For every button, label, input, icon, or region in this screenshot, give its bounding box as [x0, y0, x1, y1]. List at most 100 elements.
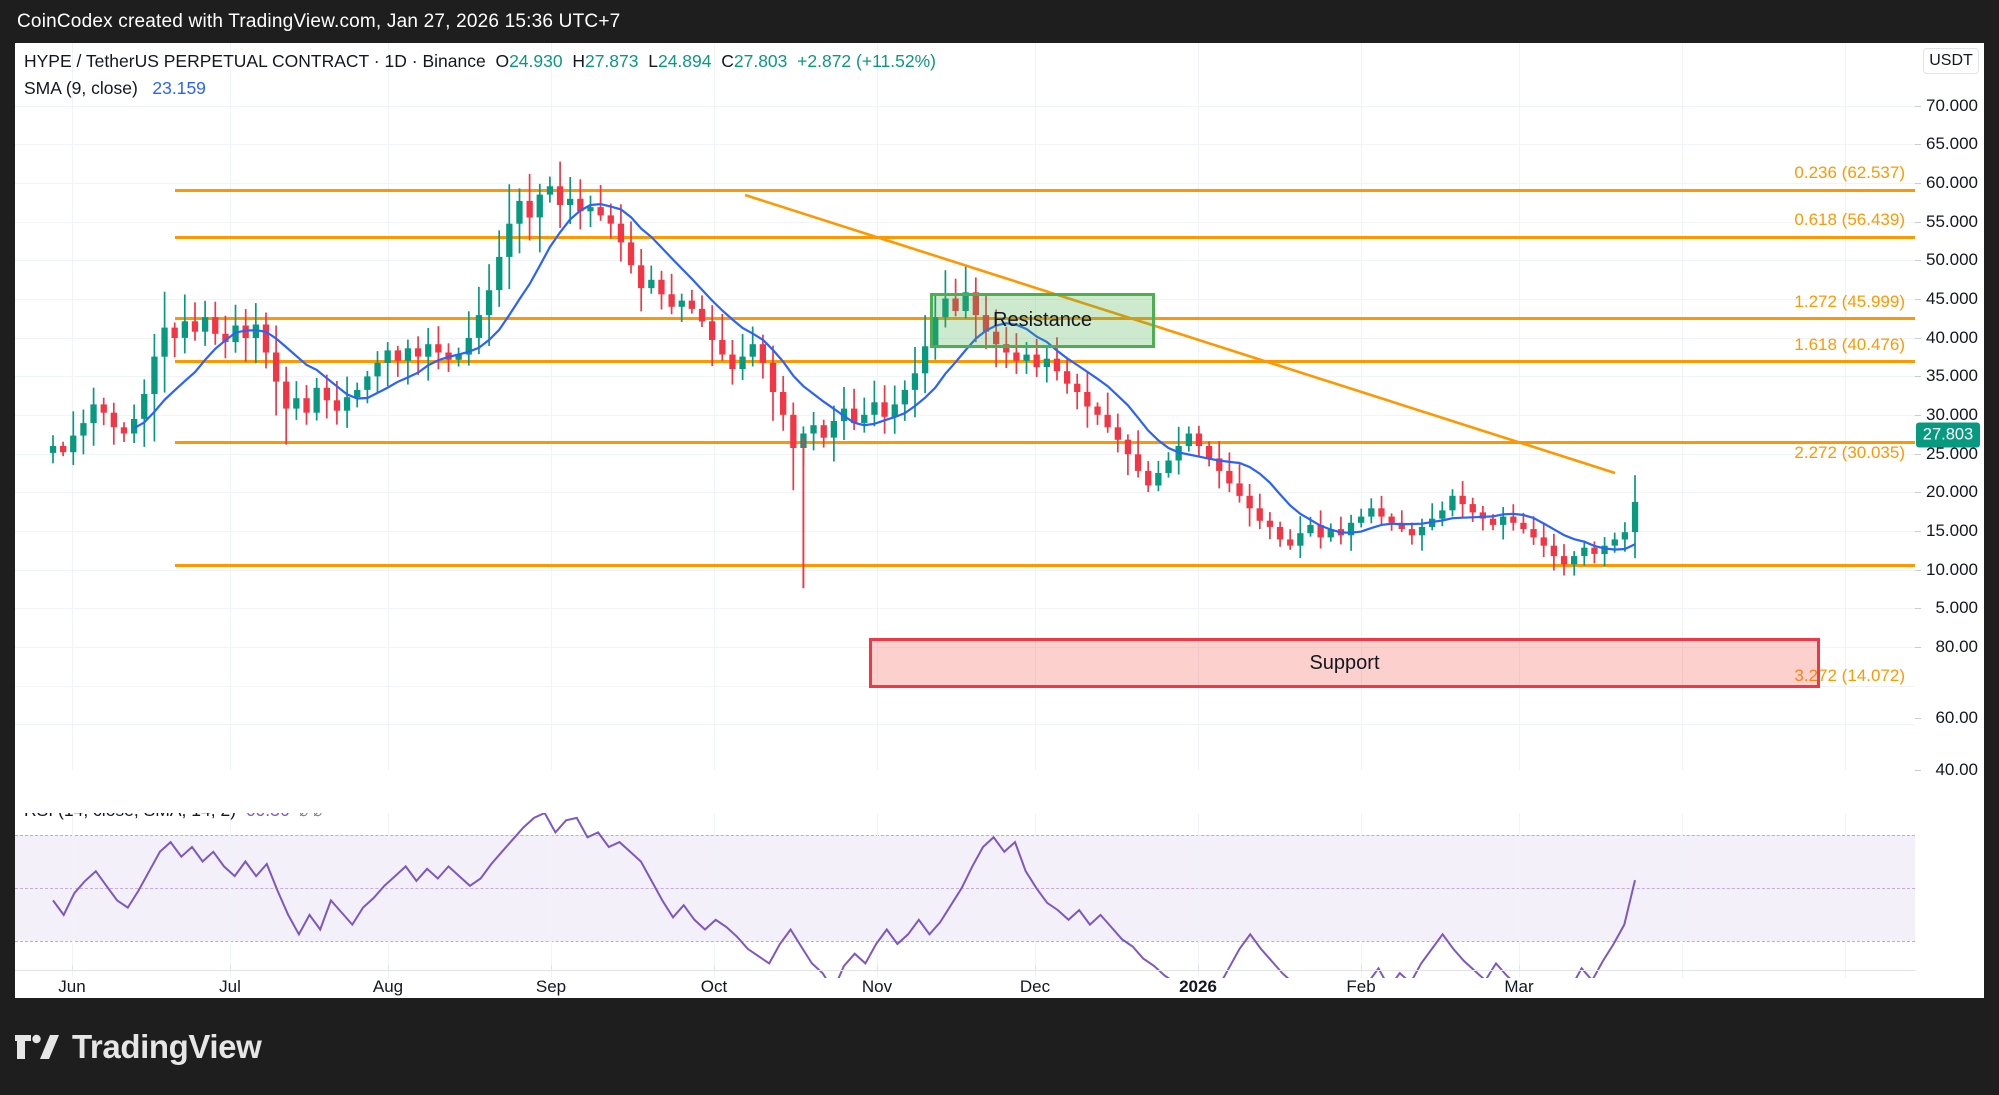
legend-open-value: 24.930 — [509, 51, 563, 71]
gridline — [15, 415, 1915, 416]
fib-line-3272[interactable] — [175, 564, 1915, 567]
currency-label: USDT — [1929, 52, 1973, 69]
gridline — [1361, 813, 1362, 978]
price-tick-label: 15.000 — [1926, 521, 1978, 540]
attribution-text: CoinCodex created with TradingView.com, … — [17, 10, 621, 32]
chart-legend[interactable]: HYPE / TetherUS PERPETUAL CONTRACT · 1D … — [24, 48, 936, 102]
last-price-badge: 27.803 — [1916, 422, 1980, 448]
fib-label-3272: 3.272 (14.072) — [1794, 666, 1905, 685]
last-price-value: 27.803 — [1922, 425, 1974, 444]
resistance-zone[interactable]: Resistance — [930, 293, 1155, 348]
gridline — [551, 43, 552, 770]
price-tick-label: 55.000 — [1926, 212, 1978, 231]
gridline — [714, 813, 715, 978]
price-pane[interactable]: 0.236 (62.537) 0.618 (56.439) 1.272 (45.… — [15, 43, 1915, 770]
gridline — [388, 813, 389, 978]
gridline — [15, 144, 1915, 145]
tradingview-wordmark: TradingView — [72, 1027, 262, 1065]
gridline — [72, 43, 73, 770]
brand-bar: TradingView — [0, 998, 1999, 1095]
rsi-value: 60.36 — [246, 813, 290, 820]
gridline — [1035, 813, 1036, 978]
fib-line-1618[interactable] — [175, 360, 1915, 363]
gridline — [1682, 813, 1683, 978]
support-zone[interactable]: Support — [869, 638, 1820, 688]
sma-label: SMA (9, close) — [24, 78, 138, 98]
rsi-eye-icon[interactable]: ⌀ — [299, 813, 308, 820]
gridline — [15, 531, 1915, 532]
legend-interval[interactable]: 1D — [384, 51, 407, 71]
legend-row-symbol: HYPE / TetherUS PERPETUAL CONTRACT · 1D … — [24, 48, 936, 75]
rsi-tick-label: 40.00 — [1935, 760, 1978, 779]
fib-label-0618: 0.618 (56.439) — [1794, 210, 1905, 229]
gridline — [15, 492, 1915, 493]
gridline — [15, 260, 1915, 261]
gridline — [877, 813, 878, 978]
fib-label-1618: 1.618 (40.476) — [1794, 335, 1905, 354]
resistance-label: Resistance — [993, 309, 1092, 331]
time-tick-label: Aug — [372, 977, 404, 996]
rsi-overbought-line — [15, 835, 1915, 836]
currency-badge[interactable]: USDT — [1923, 48, 1979, 74]
price-tick-label: 45.000 — [1926, 289, 1978, 308]
price-tick-label: 35.000 — [1926, 366, 1978, 385]
fib-line-2272[interactable] — [175, 441, 1915, 444]
price-tick-label: 30.000 — [1926, 405, 1978, 424]
legend-symbol[interactable]: HYPE / TetherUS PERPETUAL CONTRACT — [24, 51, 369, 71]
gridline — [1845, 813, 1846, 978]
gridline — [15, 106, 1915, 107]
gridline — [1845, 43, 1846, 770]
rsi-pane[interactable]: RSI (14, close, SMA, 14, 2) 60.36 ⌀ ⌀ — [15, 813, 1915, 978]
gridline — [15, 608, 1915, 609]
legend-change-pct: (+11.52%) — [856, 51, 936, 71]
chart-canvas[interactable]: 0.236 (62.537) 0.618 (56.439) 1.272 (45.… — [15, 43, 1984, 998]
time-tick-label: Mar — [1504, 977, 1534, 996]
legend-open-label: O — [495, 51, 510, 71]
candlestick-series — [49, 161, 1639, 589]
gridline — [230, 813, 231, 978]
fib-label-0236: 0.236 (62.537) — [1794, 163, 1905, 182]
gridline — [714, 43, 715, 770]
legend-close-label: C — [721, 51, 734, 71]
sma-value: 23.159 — [152, 78, 206, 98]
fib-line-0236[interactable] — [175, 189, 1915, 192]
gridline — [551, 813, 552, 978]
legend-high-value: 27.873 — [584, 51, 639, 71]
gridline — [388, 43, 389, 770]
price-scale[interactable]: USDT 70.000 65.000 60.000 55.000 50.000 … — [1915, 43, 1984, 970]
rsi-settings-icon[interactable]: ⌀ — [313, 813, 322, 820]
legend-sep: · — [373, 51, 380, 71]
rsi-oversold-line — [15, 941, 1915, 942]
legend-row-sma[interactable]: SMA (9, close) 23.159 — [24, 75, 936, 102]
legend-sep2: · — [411, 51, 418, 71]
rsi-legend[interactable]: RSI (14, close, SMA, 14, 2) 60.36 ⌀ ⌀ — [24, 813, 322, 821]
time-tick-label: Feb — [1346, 977, 1376, 996]
price-tick-label: 10.000 — [1926, 560, 1978, 579]
attribution-bar: CoinCodex created with TradingView.com, … — [0, 0, 1999, 43]
legend-low-label: L — [648, 51, 658, 71]
support-label: Support — [1309, 651, 1380, 674]
gridline — [15, 183, 1915, 184]
gridline — [15, 724, 1915, 725]
fib-line-0618[interactable] — [175, 236, 1915, 239]
time-scale[interactable]: Jun Jul Aug Sep Oct Nov Dec 2026 Feb Mar — [15, 965, 1915, 998]
legend-exchange: Binance — [422, 51, 486, 71]
time-tick-label: Sep — [535, 977, 567, 996]
gridline — [230, 43, 231, 770]
time-tick-label-year: 2026 — [1179, 977, 1217, 996]
legend-close-value: 27.803 — [733, 51, 788, 71]
rsi-tick-label: 80.00 — [1935, 637, 1978, 656]
rsi-label: RSI (14, close, SMA, 14, 2) — [24, 813, 236, 820]
price-tick-label: 20.000 — [1926, 482, 1978, 501]
price-tick-label: 60.000 — [1926, 173, 1978, 192]
price-tick-label: 40.000 — [1926, 328, 1978, 347]
price-tick-label: 70.000 — [1926, 96, 1978, 115]
rsi-line — [52, 813, 1636, 978]
price-tick-label: 5.000 — [1935, 598, 1978, 617]
gridline — [1682, 43, 1683, 770]
time-tick-label: Jun — [58, 977, 86, 996]
price-tick-label: 25.000 — [1926, 444, 1978, 463]
gridline — [1519, 813, 1520, 978]
rsi-midline — [15, 888, 1915, 889]
time-tick-label: Oct — [700, 977, 728, 996]
